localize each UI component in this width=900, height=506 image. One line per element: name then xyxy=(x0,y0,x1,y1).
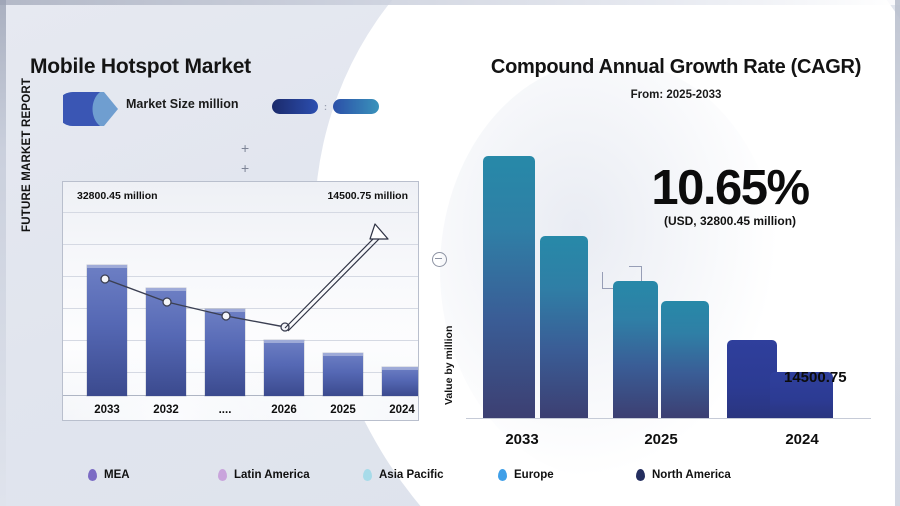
left-bar-chart: ◫ ⊞ 32800.45 million 14500.75 million 20… xyxy=(62,181,419,421)
x-tick-label: 2024 xyxy=(389,404,415,416)
legend: MEA Latin America Asia Pacific Europe No… xyxy=(0,458,900,506)
bar-2025[interactable] xyxy=(323,353,363,396)
legend-marker-icon xyxy=(636,469,645,481)
right-x-tick-label: 2033 xyxy=(505,431,539,448)
bar-2033[interactable] xyxy=(87,265,127,396)
value-annotation-right: 14500.75 million xyxy=(327,190,408,202)
right-bar-2024-primary[interactable] xyxy=(727,340,777,418)
right-bar-2033-primary[interactable] xyxy=(483,156,535,418)
cagr-subtitle: From: 2025-2033 xyxy=(630,89,722,101)
bar-midrange[interactable] xyxy=(205,309,245,396)
bars-container xyxy=(63,182,418,420)
legend-item-latin-america[interactable]: Latin America xyxy=(218,469,363,481)
legend-marker-icon xyxy=(218,469,227,481)
value-annotation-left: 32800.45 million xyxy=(77,190,158,202)
x-tick-label: 2025 xyxy=(330,404,356,416)
gridline xyxy=(63,308,418,309)
x-tick-label: 2026 xyxy=(271,404,297,416)
x-tick-label: 2032 xyxy=(153,404,179,416)
circle-minus-icon[interactable] xyxy=(432,252,447,267)
y-axis-label-left-chart: FUTURE MARKET REPORT xyxy=(21,77,33,232)
legend-label: Latin America xyxy=(234,469,310,481)
legend-item-mea[interactable]: MEA xyxy=(88,469,218,481)
legend-label: Asia Pacific xyxy=(379,469,444,481)
hexagon-logo-icon xyxy=(56,92,126,126)
right-x-tick-label: 2024 xyxy=(785,431,819,448)
gridline xyxy=(63,212,418,213)
bar-2026[interactable] xyxy=(264,340,304,396)
trend-line-overlay xyxy=(100,223,389,332)
legend-marker-icon xyxy=(88,469,97,481)
bar-2024[interactable] xyxy=(382,367,418,396)
legend-item-north-america[interactable]: North America xyxy=(636,469,731,481)
legend-item-europe[interactable]: Europe xyxy=(498,469,636,481)
pill-indicator-primary[interactable] xyxy=(272,99,318,114)
left-edge-accent xyxy=(0,0,6,506)
right-chart-data-label: 14500.75 xyxy=(784,369,847,386)
y-axis-label-right: Value by million xyxy=(443,325,455,405)
plus-icon-lower: + xyxy=(241,160,250,176)
gridline xyxy=(63,244,418,245)
x-tick-label: .... xyxy=(218,404,232,416)
legend-marker-icon xyxy=(363,469,372,481)
series-label: Market Size million xyxy=(126,97,239,111)
legend-marker-icon xyxy=(498,469,507,481)
right-x-tick-label: 2025 xyxy=(644,431,678,448)
right-chart-baseline xyxy=(466,418,871,419)
plus-icon-upper: + xyxy=(241,140,250,156)
legend-label: North America xyxy=(652,469,731,481)
gridline xyxy=(63,276,418,277)
legend-items: MEA Latin America Asia Pacific Europe No… xyxy=(88,469,731,481)
right-bar-2033-secondary[interactable] xyxy=(540,236,588,418)
legend-label: Europe xyxy=(514,469,554,481)
page-title: Mobile Hotspot Market xyxy=(30,55,251,78)
right-bar-2025-primary[interactable] xyxy=(613,281,658,418)
right-bar-2025-secondary[interactable] xyxy=(661,301,709,418)
right-bar-2024-secondary[interactable] xyxy=(770,372,833,418)
right-edge-accent xyxy=(895,0,900,506)
cagr-title: Compound Annual Growth Rate (CAGR) xyxy=(490,56,862,78)
cagr-value: 10.65% xyxy=(651,161,810,215)
bracket-decoration-right xyxy=(629,266,642,289)
cagr-note: (USD, 32800.45 million) xyxy=(663,214,797,228)
x-tick-label: 2033 xyxy=(94,404,120,416)
pill-separator: : xyxy=(324,101,327,112)
legend-label: MEA xyxy=(104,469,130,481)
pill-toggle-group[interactable]: : xyxy=(272,99,379,114)
top-edge-accent xyxy=(0,0,900,5)
legend-item-asia-pacific[interactable]: Asia Pacific xyxy=(363,469,498,481)
pill-indicator-secondary[interactable] xyxy=(333,99,379,114)
